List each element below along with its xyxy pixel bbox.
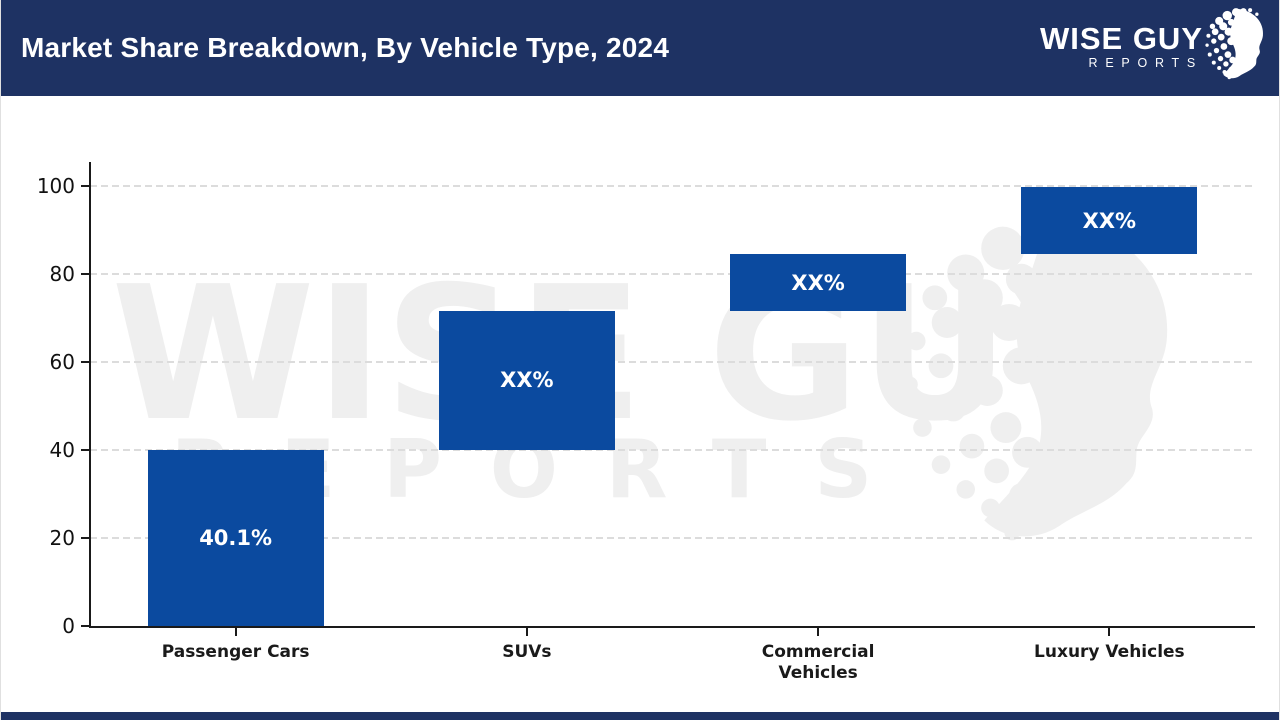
gridline (90, 449, 1255, 451)
y-tick-mark (81, 273, 90, 275)
bar-segment: XX% (438, 310, 615, 450)
category-label: SUVs (502, 642, 552, 662)
gridline (90, 361, 1255, 363)
logo-line1: WISE GUY (1039, 20, 1203, 56)
y-tick-mark (81, 185, 90, 187)
category-label: Passenger Cars (161, 642, 310, 662)
bar-value-label: 40.1% (199, 525, 273, 550)
logo-text: WISE GUY REPORTS (1039, 20, 1203, 71)
bar-value-label: XX% (500, 368, 554, 393)
logo-head-icon (1205, 8, 1264, 80)
y-tick-mark (81, 361, 90, 363)
chart-title: Market Share Breakdown, By Vehicle Type,… (21, 32, 670, 63)
y-tick-mark (81, 449, 90, 451)
gridline (90, 185, 1255, 187)
y-axis-line (89, 162, 91, 628)
y-tick-label: 60 (49, 350, 75, 374)
logo-line2: REPORTS (1088, 56, 1203, 71)
wiseguy-logo: WISE GUY REPORTS (1040, 6, 1273, 87)
bar-segment: XX% (730, 254, 907, 311)
category-label: Commercial Vehicles (761, 642, 875, 684)
footer-bar (1, 712, 1279, 720)
y-tick-label: 40 (49, 438, 75, 462)
x-axis-line (89, 626, 1255, 628)
bar-segment: XX% (1021, 186, 1198, 255)
y-tick-label: 0 (62, 614, 75, 638)
x-tick-mark (1108, 628, 1111, 636)
x-tick-mark (234, 628, 237, 636)
x-tick-mark (525, 628, 528, 636)
y-tick-label: 20 (49, 526, 75, 550)
category-label: Luxury Vehicles (1034, 642, 1185, 662)
header-bar: Market Share Breakdown, By Vehicle Type,… (1, 0, 1279, 96)
y-tick-mark (81, 537, 90, 539)
bar-segment: 40.1% (147, 449, 324, 626)
bar-value-label: XX% (791, 270, 845, 295)
y-tick-label: 100 (36, 174, 75, 198)
gridline (90, 273, 1255, 275)
gridline (90, 537, 1255, 539)
bar-value-label: XX% (1082, 208, 1137, 233)
y-tick-mark (81, 625, 90, 627)
x-tick-mark (817, 628, 820, 636)
y-tick-label: 80 (49, 262, 75, 286)
